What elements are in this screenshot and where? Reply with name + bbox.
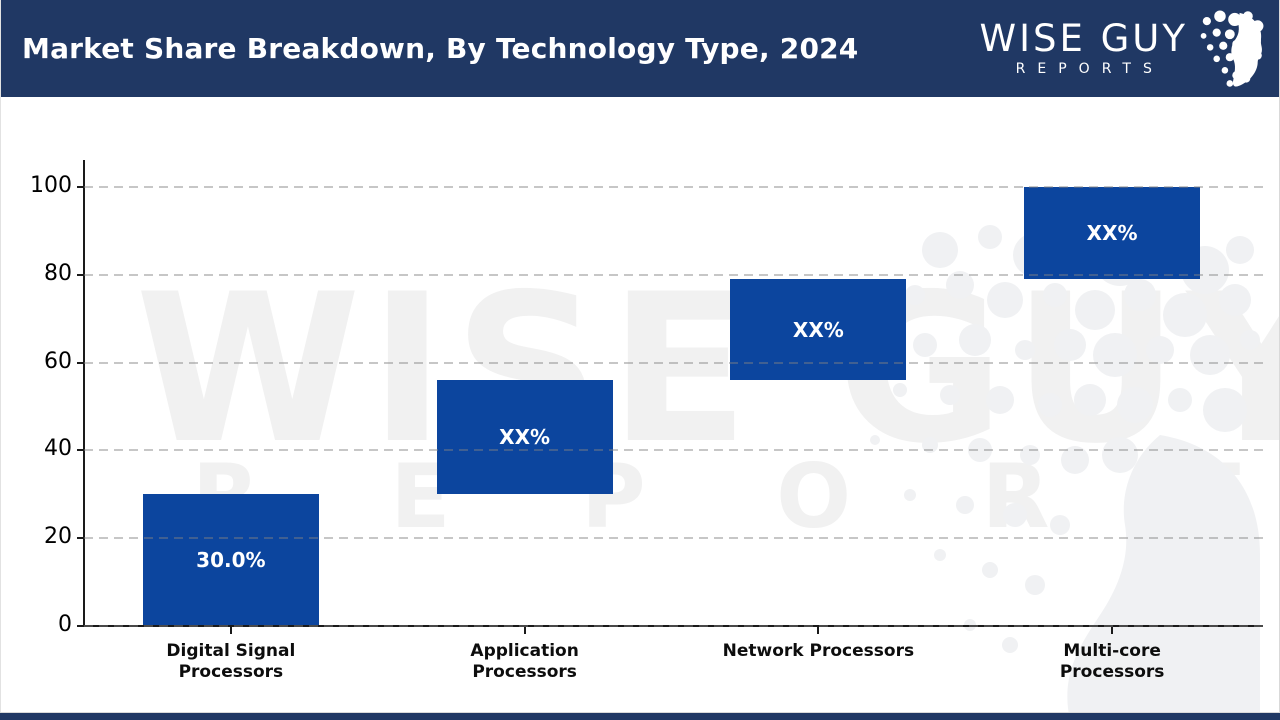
gridline-0 — [84, 625, 1263, 627]
brand-logo-name: WISE GUY — [979, 17, 1188, 60]
brand-logo-subtitle: REPORTS — [1015, 61, 1164, 77]
bar-value-label: XX% — [792, 317, 844, 342]
bar-segment: XX% — [436, 380, 613, 495]
gridline-60 — [84, 361, 1263, 364]
gridline-80 — [84, 273, 1263, 276]
x-category-label: Network Processors — [722, 641, 915, 661]
x-tick-mark — [229, 627, 232, 634]
wiseguy-head-icon — [1200, 9, 1264, 87]
y-tick-mark-60 — [77, 361, 84, 364]
gridline-100 — [84, 186, 1263, 188]
x-axis-line — [83, 625, 1263, 627]
x-tick-mark — [817, 627, 820, 634]
bar-value-label: 30.0% — [196, 548, 266, 573]
x-category-label: Digital Signal Processors — [166, 641, 296, 682]
y-axis-line — [83, 160, 85, 627]
y-tick-label-80: 80 — [44, 260, 72, 286]
bar-value-label: XX% — [499, 425, 551, 450]
footer-bar — [0, 713, 1280, 720]
y-tick-mark-80 — [77, 273, 84, 276]
bar-segment: XX% — [1024, 187, 1201, 280]
bar-value-label: XX% — [1086, 221, 1138, 246]
watermark-text-line2: R E P O R T S — [192, 445, 1280, 548]
x-category-label: Multi-core Processors — [1059, 641, 1165, 682]
footer-divider — [0, 712, 1280, 713]
x-tick-mark — [523, 627, 526, 634]
bar-segment: XX% — [730, 279, 907, 381]
y-tick-mark-100 — [77, 186, 84, 188]
brand-logo: WISE GUY REPORTS — [980, 8, 1280, 90]
page-title: Market Share Breakdown, By Technology Ty… — [22, 32, 859, 65]
y-tick-label-60: 60 — [44, 348, 72, 374]
y-tick-mark-0 — [77, 625, 84, 627]
x-tick-mark — [1111, 627, 1114, 634]
y-tick-mark-40 — [77, 449, 84, 452]
y-tick-mark-20 — [77, 537, 84, 540]
y-tick-label-40: 40 — [44, 436, 72, 462]
y-tick-label-0: 0 — [58, 612, 72, 637]
gridline-40 — [84, 449, 1263, 452]
bar-segment: 30.0% — [142, 494, 319, 626]
header-bar: Market Share Breakdown, By Technology Ty… — [0, 0, 1280, 97]
y-tick-label-100: 100 — [30, 173, 72, 198]
y-tick-label-20: 20 — [44, 524, 72, 550]
gridline-20 — [84, 537, 1263, 540]
x-category-label: Application Processors — [470, 641, 579, 682]
